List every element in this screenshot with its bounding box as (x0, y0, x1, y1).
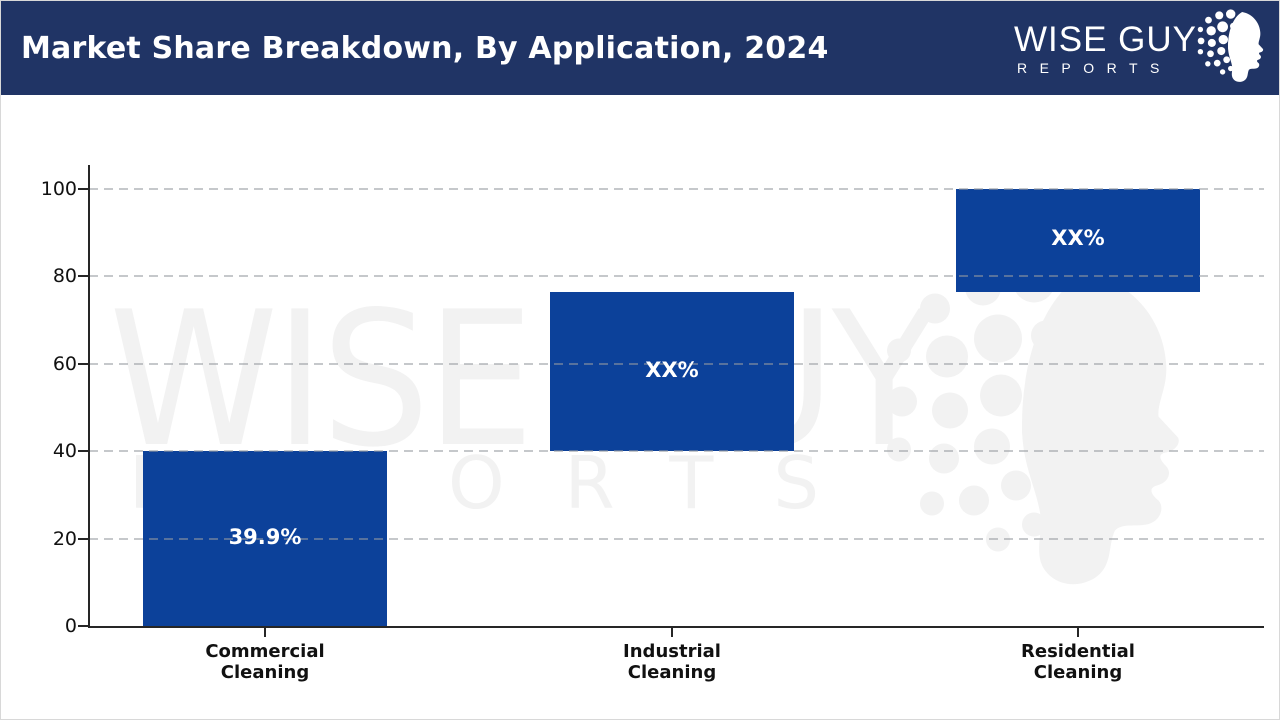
bar-value-label: 39.9% (228, 524, 302, 549)
logo-wiseguy-text: WISE GUY (1013, 19, 1197, 59)
gridline-100 (89, 187, 1264, 190)
category-label-line1: Industrial (623, 641, 721, 662)
x-tick-mark (671, 628, 673, 637)
logo-text: WISE GUY REPORTS (1014, 22, 1197, 75)
bar-value-label: XX% (645, 357, 699, 382)
logo-face-dots-icon (1197, 9, 1264, 82)
gridline-40 (89, 450, 1264, 452)
category-label: Commercial Cleaning (145, 641, 385, 683)
chart-bar (956, 188, 1200, 292)
category-label: Residential Cleaning (958, 641, 1198, 683)
brand-logo: WISE GUY REPORTS (1014, 7, 1265, 89)
y-tick-mark (78, 275, 88, 277)
y-axis-spine (88, 165, 90, 628)
chart-title: Market Share Breakdown, By Application, … (21, 30, 829, 66)
y-tick-mark (78, 450, 88, 452)
category-label-line1: Commercial (205, 641, 325, 662)
y-tick-mark (78, 537, 88, 540)
gridline-80 (89, 275, 1264, 277)
bar-value-label: XX% (1051, 226, 1105, 251)
y-tick-label: 40 (52, 440, 77, 462)
chart-canvas: WISE GUY REPORTS 0 20 40 60 80 100 39.9% Commer… (1, 95, 1279, 719)
y-tick-label: 80 (52, 265, 77, 287)
y-tick-mark (78, 187, 88, 190)
x-tick-mark (1077, 628, 1079, 637)
category-label-line2: Cleaning (220, 662, 310, 683)
chart-bar (550, 291, 794, 452)
y-tick-label: 60 (52, 352, 77, 375)
y-tick-label: 0 (64, 615, 77, 637)
category-label: Industrial Cleaning (552, 641, 792, 683)
gridline-20 (89, 537, 1264, 540)
category-label-line2: Cleaning (627, 662, 717, 683)
logo-reports-text: REPORTS (1016, 59, 1172, 76)
y-tick-label: 100 (40, 177, 77, 200)
y-tick-mark (78, 362, 88, 365)
y-tick-mark (78, 625, 88, 627)
x-tick-mark (264, 628, 266, 637)
category-label-line2: Cleaning (1033, 662, 1123, 683)
watermark-brand-text: WISE GUY (109, 271, 936, 488)
y-tick-label: 20 (52, 527, 77, 550)
header-bar: Market Share Breakdown, By Application, … (1, 1, 1279, 95)
category-label-line1: Residential (1021, 641, 1135, 662)
x-axis-spine (88, 626, 1264, 628)
gridline-60 (89, 362, 1264, 365)
